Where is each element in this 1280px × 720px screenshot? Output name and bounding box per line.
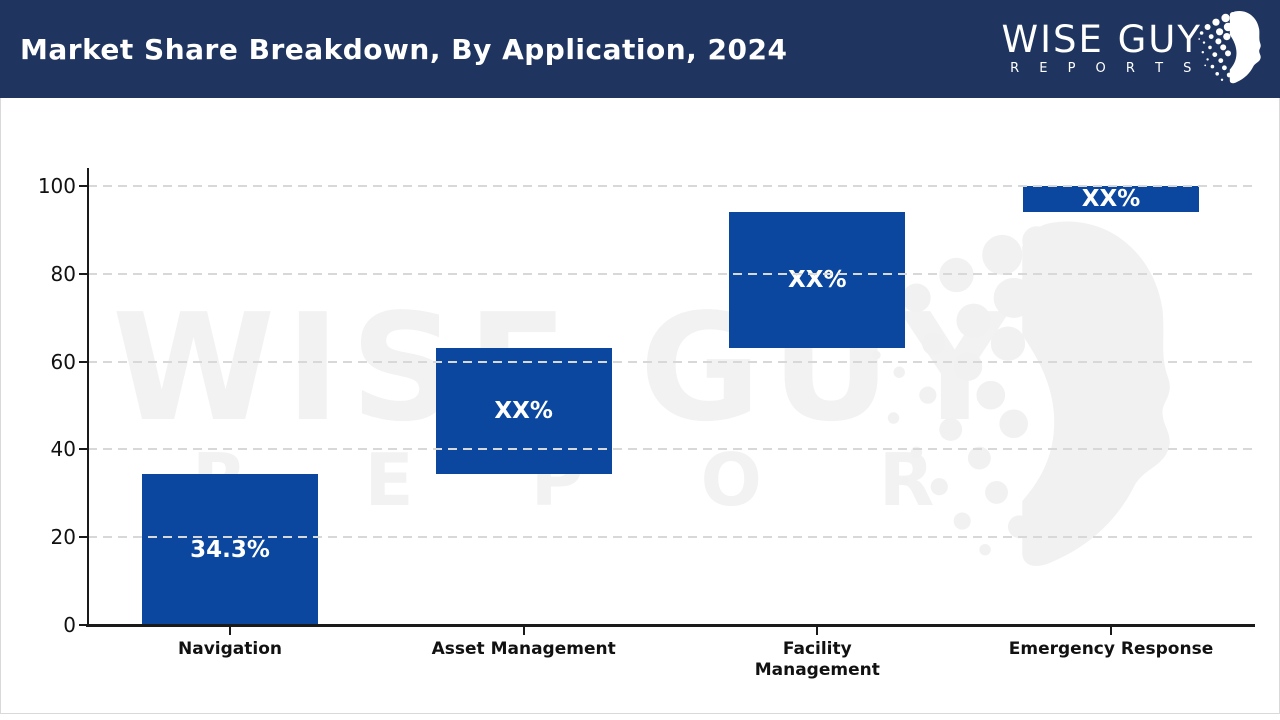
y-tick-label-20: 20: [50, 525, 76, 550]
bar-value-label: XX%: [494, 398, 553, 425]
x-category-label-3: Emergency Response: [1008, 639, 1214, 659]
y-tick-20: [79, 536, 87, 539]
gridline-y-20: [88, 536, 1253, 539]
y-tick-label-40: 40: [50, 437, 76, 462]
y-tick-80: [79, 272, 87, 275]
logo-head-icon: [1198, 10, 1261, 84]
y-axis-line: [87, 168, 89, 627]
bar-3: XX%: [1023, 186, 1199, 213]
y-tick-label-60: 60: [50, 349, 76, 374]
bar-value-label: XX%: [1081, 186, 1141, 213]
logo-wordmark: WISE GUY: [1001, 17, 1202, 61]
x-tick-3: [1110, 627, 1112, 635]
bar-1: XX%: [435, 348, 612, 475]
bar-value-label: XX%: [788, 267, 847, 294]
y-tick-label-80: 80: [50, 261, 76, 286]
gridline-y-80: [88, 272, 1253, 275]
header: Market Share Breakdown, By Application, …: [0, 0, 1280, 98]
x-axis-line: [86, 624, 1255, 627]
x-tick-1: [522, 627, 525, 635]
x-category-label-2: Facility Management: [754, 639, 880, 681]
bar-value-label: 34.3%: [190, 536, 270, 563]
x-category-label-1: Asset Management: [431, 639, 616, 659]
page-title: Market Share Breakdown, By Application, …: [20, 32, 788, 66]
x-tick-2: [816, 627, 819, 635]
bar-2: XX%: [729, 212, 906, 349]
x-tick-0: [229, 627, 231, 635]
wiseguy-logo: WISE GUY R E P O R T S: [1002, 8, 1264, 88]
y-tick-0: [79, 624, 87, 626]
logo-text: WISE GUY R E P O R T S: [1002, 21, 1202, 76]
logo-subtext: R E P O R T S: [1010, 60, 1200, 76]
bar-0: 34.3%: [142, 474, 318, 625]
gridline-y-40: [88, 448, 1253, 451]
y-tick-label-0: 0: [63, 613, 76, 637]
gridline-y-100: [88, 185, 1253, 187]
gridline-y-60: [88, 360, 1253, 363]
y-tick-100: [79, 185, 87, 187]
y-tick-label-100: 100: [37, 174, 76, 198]
y-tick-60: [79, 360, 87, 363]
y-tick-40: [79, 448, 87, 451]
x-category-label-0: Navigation: [178, 639, 282, 659]
